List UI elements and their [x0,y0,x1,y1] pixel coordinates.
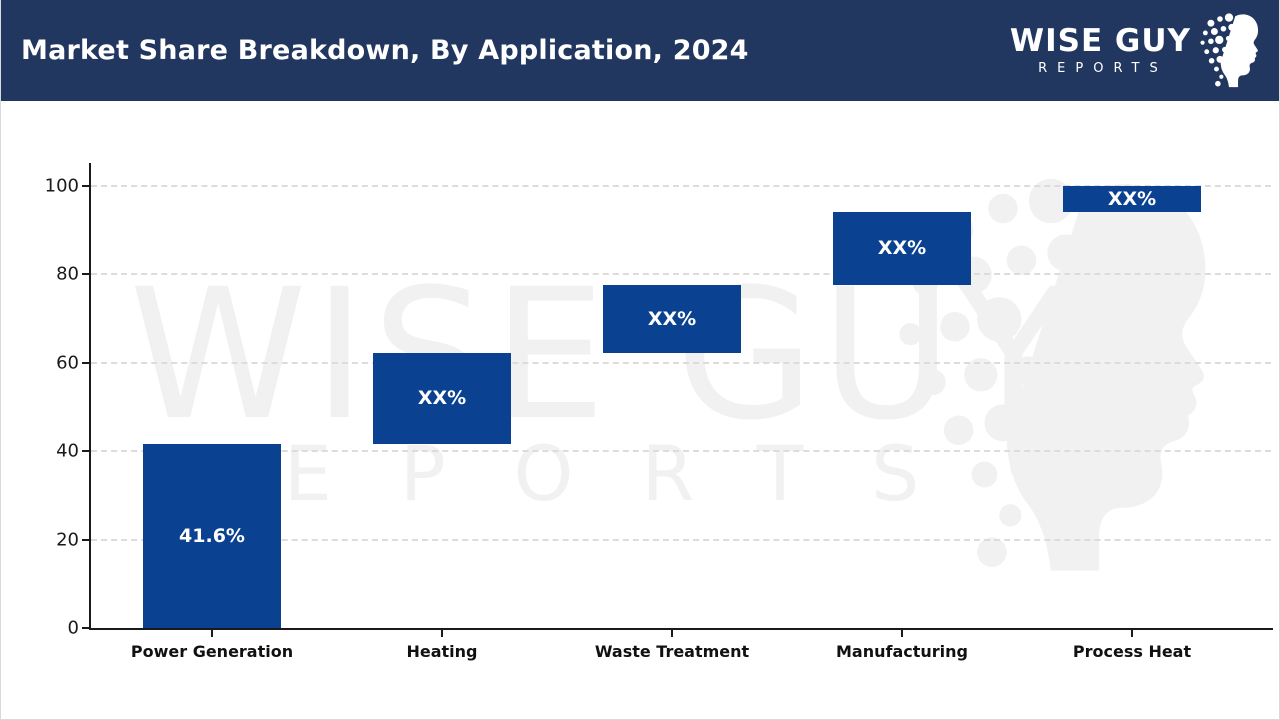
wiseguy-logo-text: WISE GUY REPORTS [1009,22,1191,76]
y-tick-label: 40 [56,440,79,462]
y-axis-line [89,163,91,630]
wiseguy-logo: WISE GUY REPORTS [1010,11,1261,91]
y-tick-mark [82,450,89,453]
bar-value-label: XX% [417,387,467,410]
y-tick-label: 60 [56,352,79,374]
header: Market Share Breakdown, By Application, … [1,0,1279,101]
bar-manufacturing: XX% [833,211,971,286]
wiseguy-head-icon [1200,12,1259,87]
y-tick-mark [82,361,89,364]
y-tick-label: 20 [56,529,79,551]
bar-value-label: XX% [877,237,927,260]
chart-area: WISE GUY REPORTS 0 20 40 60 80 100 41.6% Power … [1,101,1279,718]
gridline [91,273,1271,276]
watermark-text-2: REPORTS [163,429,988,518]
x-tick-mark [901,630,903,637]
x-tick-mark [1131,630,1133,637]
watermark-text-1: WISE GUY [129,251,1075,460]
x-category-label: Heating [406,642,478,661]
y-tick-mark [82,627,89,629]
bar-process-heat: XX% [1063,186,1201,212]
x-category-label: Manufacturing [836,642,968,661]
x-tick-mark [211,630,213,637]
x-category-label: Power Generation [130,642,294,661]
logo-name: WISE GUY [1009,22,1191,59]
bar-waste-treatment: XX% [603,285,741,353]
bar-heating: XX% [373,352,511,445]
y-tick-mark [82,273,89,276]
page-title: Market Share Breakdown, By Application, … [21,35,749,66]
bar-value-label: 41.6% [179,525,245,548]
y-tick-label: 100 [44,175,79,197]
x-category-label: Waste Treatment [594,642,750,661]
gridline [91,185,1271,188]
bar-power-generation: 41.6% [143,444,281,628]
y-tick-mark [82,538,89,541]
logo-subtitle: REPORTS [1038,60,1168,76]
bar-value-label: XX% [1107,187,1157,210]
y-tick-label: 80 [56,263,79,285]
bar-value-label: XX% [647,307,697,330]
gridline [91,361,1271,364]
x-category-label: Process Heat [1072,642,1192,661]
y-tick-label: 0 [67,617,79,639]
y-tick-mark [82,185,89,188]
x-axis-line [89,628,1273,630]
gridline [91,450,1271,453]
gridline [91,538,1271,541]
x-tick-mark [671,630,673,637]
x-tick-mark [441,630,443,637]
